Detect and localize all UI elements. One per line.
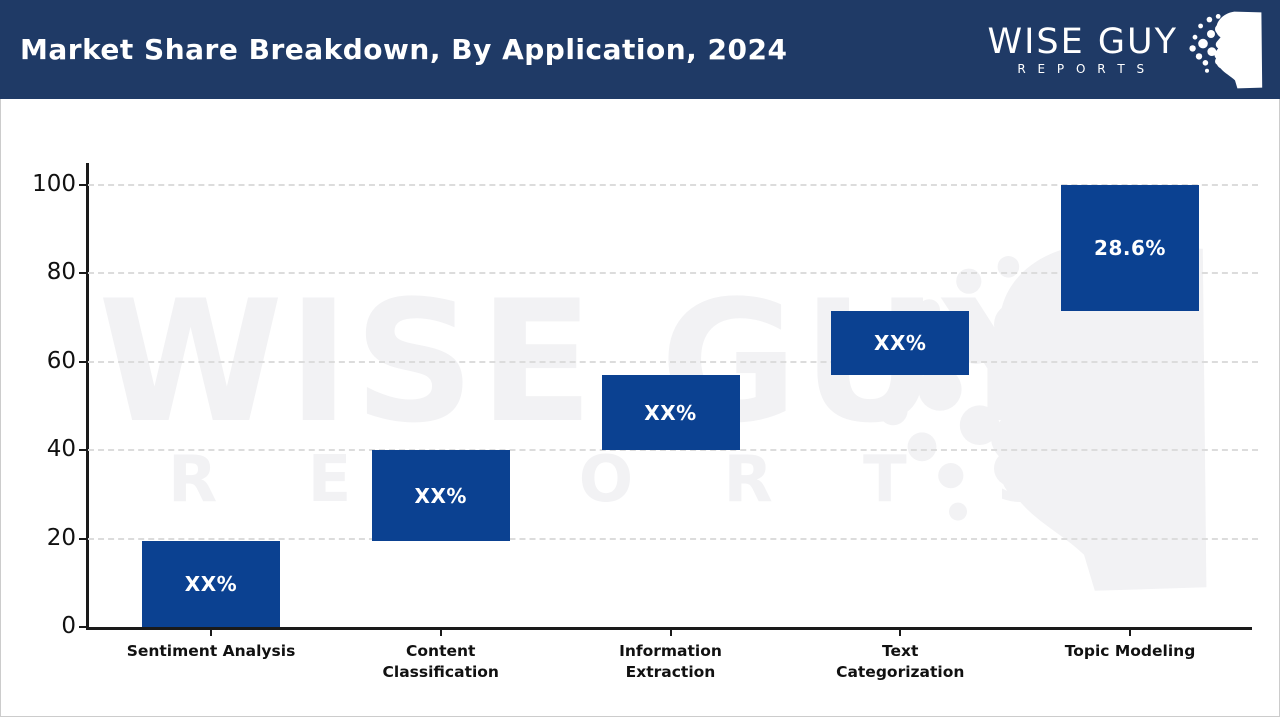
bar-value-label: XX% — [644, 400, 697, 425]
page-title: Market Share Breakdown, By Application, … — [20, 33, 788, 66]
bar-value-label: 28.6% — [1094, 236, 1166, 261]
x-tick — [1129, 627, 1131, 636]
header-bar: Market Share Breakdown, By Application, … — [0, 0, 1280, 99]
bar: XX% — [831, 311, 970, 376]
bar: 28.6% — [1061, 185, 1199, 312]
y-tick — [79, 626, 88, 628]
gridline — [88, 360, 1258, 363]
x-axis-line — [86, 627, 1252, 630]
x-tick — [899, 627, 902, 636]
y-tick — [79, 449, 88, 452]
gridline — [88, 449, 1258, 452]
x-axis-label: Sentiment Analysis — [126, 642, 296, 660]
x-axis-label: Information Extraction — [619, 642, 722, 681]
y-tick — [79, 360, 88, 363]
x-axis-label: Text Categorization — [836, 642, 965, 681]
gridline — [88, 272, 1258, 275]
y-tick — [79, 272, 88, 275]
bar-value-label: XX% — [184, 572, 238, 597]
brand-face-icon — [1189, 11, 1263, 89]
bar: XX% — [142, 541, 280, 627]
gridline — [88, 537, 1258, 540]
y-tick — [79, 184, 88, 186]
bar: XX% — [601, 375, 740, 451]
bar-value-label: XX% — [414, 483, 467, 508]
y-tick-label: 80 — [46, 259, 76, 286]
x-axis-label: Content Classification — [382, 642, 499, 681]
y-tick — [79, 537, 88, 540]
y-tick-label: 0 — [61, 613, 76, 639]
x-tick — [210, 627, 212, 636]
x-tick — [669, 627, 672, 636]
x-axis-label: Topic Modeling — [1064, 642, 1196, 660]
y-tick-label: 40 — [46, 436, 76, 463]
bar-value-label: XX% — [874, 331, 927, 356]
y-tick-label: 100 — [32, 171, 76, 197]
gridline — [88, 184, 1258, 186]
watermark-text-2: R E P O R T S — [168, 443, 1078, 517]
brand-logo-text: WISE GUY R E P O R T S — [987, 21, 1178, 77]
brand-subname: R E P O R T S — [1017, 62, 1149, 77]
y-tick-label: 60 — [46, 347, 76, 374]
bar: XX% — [371, 450, 510, 542]
y-axis-line — [86, 163, 89, 629]
brand-logo: WISE GUY R E P O R T S — [987, 8, 1266, 92]
brand-name: WISE GUY — [987, 21, 1178, 62]
x-tick — [439, 627, 442, 636]
y-tick-label: 20 — [46, 524, 76, 551]
